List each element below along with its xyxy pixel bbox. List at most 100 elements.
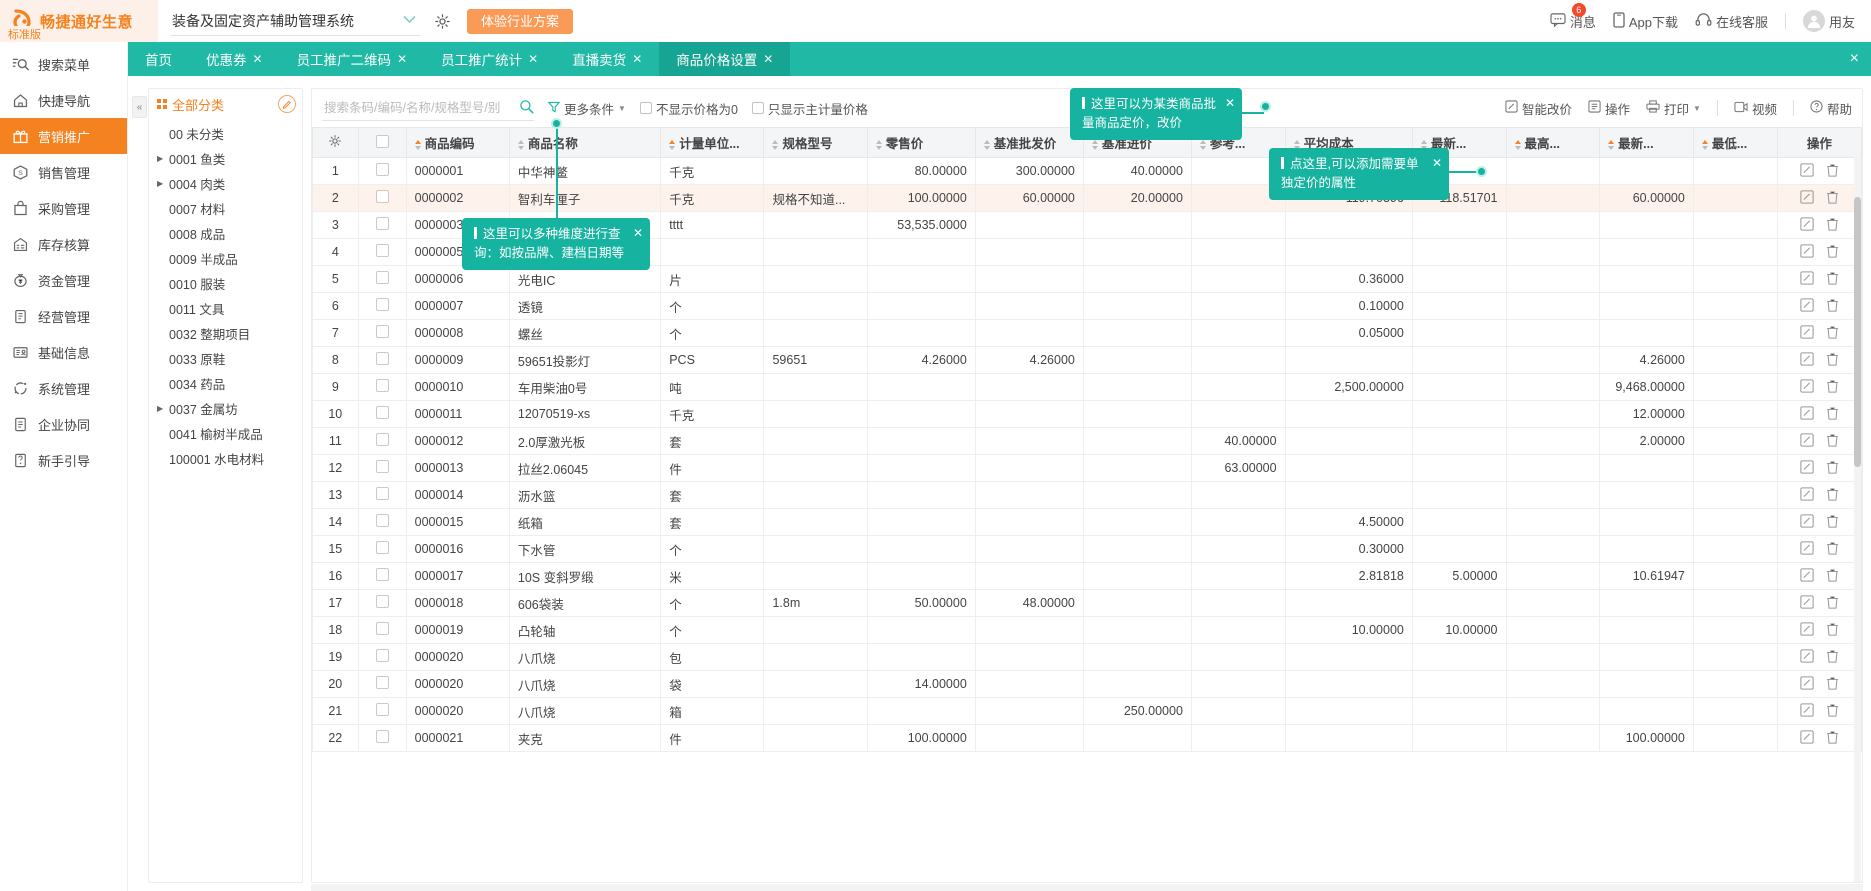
row-checkbox-cell[interactable] — [357, 346, 407, 374]
row-actions-cell[interactable] — [1776, 616, 1862, 644]
close-icon[interactable]: ✕ — [397, 52, 408, 66]
row-actions-cell[interactable] — [1776, 373, 1862, 401]
row-checkbox-cell[interactable] — [357, 238, 407, 266]
sort-icon[interactable] — [1608, 139, 1615, 150]
delete-row-icon[interactable] — [1826, 622, 1839, 639]
table-row[interactable]: 2 0000002 智利车厘子 千克 规格不知道... 100.00000 60.00000… — [312, 184, 1862, 212]
table-row[interactable]: 5 0000006 光电IC 片 0.36000 — [312, 265, 1862, 293]
row-checkbox[interactable] — [375, 298, 389, 311]
table-row[interactable]: 22 0000021 夹克件 100.00000 100.00000 — [312, 724, 1862, 752]
sort-icon[interactable] — [517, 139, 524, 150]
row-checkbox-cell[interactable] — [357, 400, 407, 428]
system-select[interactable]: 装备及固定资产辅助管理系统 — [170, 6, 420, 36]
delete-row-icon[interactable] — [1826, 676, 1839, 693]
row-actions-cell[interactable] — [1776, 724, 1862, 752]
row-actions-cell[interactable] — [1776, 562, 1862, 590]
table-row[interactable]: 21 0000020 八爪烧箱 250.00000 — [312, 697, 1862, 725]
row-actions-cell[interactable] — [1776, 400, 1862, 428]
row-checkbox-cell[interactable] — [357, 562, 407, 590]
row-checkbox[interactable] — [375, 325, 389, 338]
sidebar-item-3[interactable]: S 销售管理 — [0, 154, 127, 190]
sidebar-item-7[interactable]: 经营管理 — [0, 298, 127, 334]
row-checkbox[interactable] — [375, 433, 389, 446]
row-checkbox-cell[interactable] — [357, 535, 407, 563]
column-header-unit[interactable]: 计量单位... — [660, 127, 765, 158]
search-icon[interactable] — [519, 99, 534, 117]
chevron-right-icon[interactable]: ▶ — [157, 179, 164, 188]
row-checkbox-cell[interactable] — [357, 292, 407, 320]
edit-row-icon[interactable] — [1800, 459, 1814, 477]
column-header-name[interactable]: 商品名称 — [508, 127, 662, 158]
category-item-3[interactable]: 0007 材料 — [149, 196, 302, 221]
row-checkbox[interactable] — [375, 244, 389, 257]
row-checkbox-cell[interactable] — [357, 373, 407, 401]
row-checkbox-cell[interactable] — [357, 454, 407, 482]
experience-solution-button[interactable]: 体验行业方案 — [467, 8, 574, 34]
category-item-13[interactable]: 100001 水电材料 — [149, 446, 302, 471]
row-checkbox-cell[interactable] — [357, 184, 407, 212]
table-row[interactable]: 7 0000008 螺丝个 0.05000 — [312, 319, 1862, 347]
row-actions-cell[interactable] — [1776, 535, 1862, 563]
row-checkbox[interactable] — [375, 271, 389, 284]
row-checkbox[interactable] — [375, 460, 389, 473]
messages-button[interactable]: 消息 6 — [1550, 2, 1596, 31]
row-checkbox-cell[interactable] — [357, 589, 407, 617]
row-checkbox-cell[interactable] — [357, 508, 407, 536]
table-row[interactable]: 11 0000012 2.0厚激光板套 40.00000 2.00000 — [312, 427, 1862, 455]
row-actions-cell[interactable] — [1776, 211, 1862, 239]
row-checkbox[interactable] — [375, 730, 389, 743]
delete-row-icon[interactable] — [1826, 271, 1839, 288]
tab-2[interactable]: 员工推广二维码 ✕ — [280, 42, 425, 76]
table-row[interactable]: 19 0000020 八爪烧包 — [312, 643, 1862, 671]
category-item-9[interactable]: 0033 原鞋 — [149, 346, 302, 371]
row-actions-cell[interactable] — [1776, 670, 1862, 698]
row-checkbox[interactable] — [375, 352, 389, 365]
row-checkbox-cell[interactable] — [357, 616, 407, 644]
search-box[interactable] — [322, 95, 534, 121]
online-service-button[interactable]: 在线客服 — [1695, 12, 1768, 31]
row-actions-cell[interactable] — [1776, 427, 1862, 455]
sidebar-item-4[interactable]: 采购管理 — [0, 190, 127, 226]
category-item-1[interactable]: ▶ 0001 鱼类 — [149, 146, 302, 171]
column-header-lowest[interactable]: 最低... — [1692, 127, 1778, 158]
row-checkbox-cell[interactable] — [357, 697, 407, 725]
delete-row-icon[interactable] — [1826, 352, 1839, 369]
select-all-checkbox[interactable] — [375, 134, 389, 148]
row-checkbox[interactable] — [375, 676, 389, 689]
settings-gear-icon[interactable] — [434, 13, 451, 30]
row-checkbox[interactable] — [375, 703, 389, 716]
category-item-8[interactable]: 0032 整期项目 — [149, 321, 302, 346]
video-button[interactable]: 视频 — [1734, 99, 1777, 118]
edit-row-icon[interactable] — [1800, 540, 1814, 558]
edit-row-icon[interactable] — [1800, 567, 1814, 585]
row-checkbox[interactable] — [375, 190, 389, 203]
delete-row-icon[interactable] — [1826, 649, 1839, 666]
tab-1[interactable]: 优惠券 ✕ — [189, 42, 280, 76]
edit-row-icon[interactable] — [1800, 351, 1814, 369]
table-row[interactable]: 6 0000007 透镜个 0.10000 — [312, 292, 1862, 320]
close-icon[interactable]: ✕ — [763, 52, 774, 66]
edit-row-icon[interactable] — [1800, 216, 1814, 234]
hide-zero-price-toggle[interactable]: 不显示价格为0 — [639, 99, 738, 118]
row-checkbox-cell[interactable] — [357, 265, 407, 293]
edit-row-icon[interactable] — [1800, 648, 1814, 666]
row-checkbox[interactable] — [375, 217, 389, 230]
delete-row-icon[interactable] — [1826, 460, 1839, 477]
edit-row-icon[interactable] — [1800, 432, 1814, 450]
user-menu[interactable]: 用友 — [1802, 10, 1855, 32]
smart-price-button[interactable]: 智能改价 — [1505, 99, 1572, 118]
edit-row-icon[interactable] — [1800, 270, 1814, 288]
checkbox-icon[interactable] — [639, 102, 652, 114]
table-row[interactable]: 8 0000009 59651投影灯 PCS 59651 4.26000 4.26000 4.… — [312, 346, 1862, 374]
row-checkbox[interactable] — [375, 595, 389, 608]
sort-icon[interactable] — [1420, 139, 1427, 150]
sort-icon[interactable] — [414, 139, 421, 150]
row-checkbox[interactable] — [375, 487, 389, 500]
column-header-spec[interactable]: 规格型号 — [763, 127, 868, 158]
delete-row-icon[interactable] — [1826, 190, 1839, 207]
sort-icon[interactable] — [669, 139, 676, 150]
more-conditions-button[interactable]: 更多条件 ▼ — [547, 99, 626, 118]
gear-icon[interactable] — [328, 135, 342, 151]
delete-row-icon[interactable] — [1826, 163, 1839, 180]
close-icon[interactable]: ✕ — [1431, 156, 1442, 170]
